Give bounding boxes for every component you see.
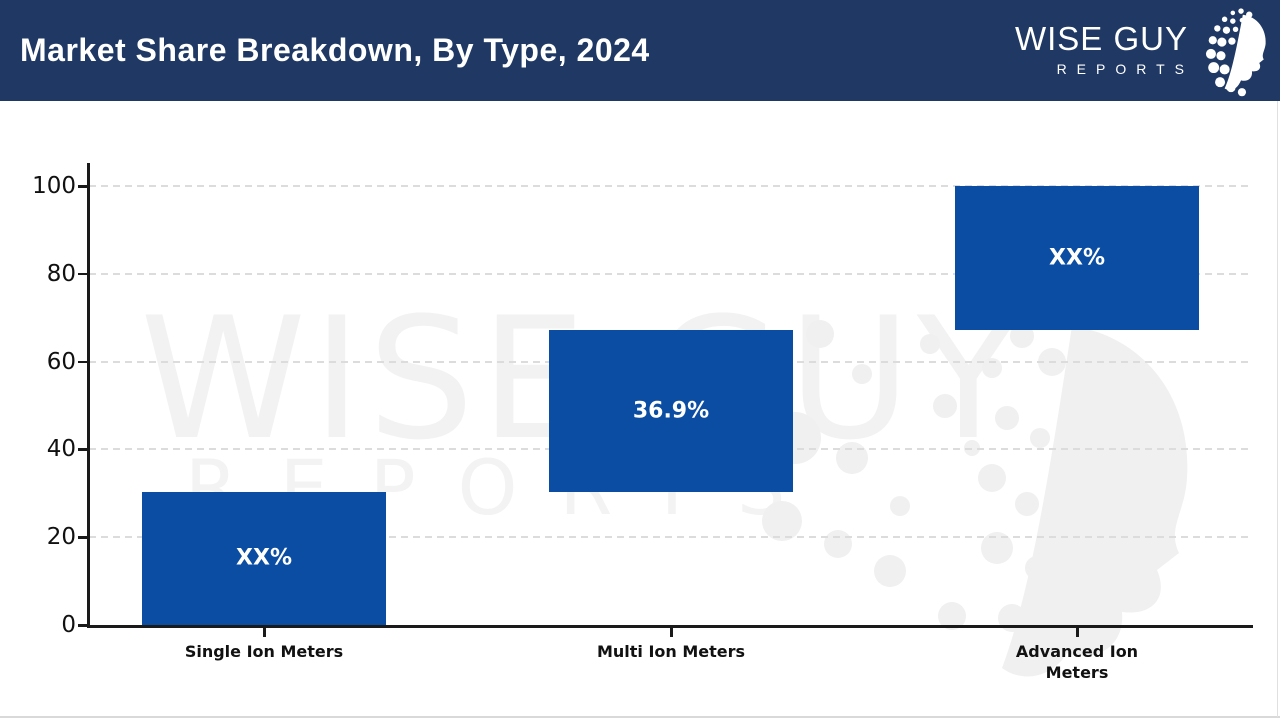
x-tick-2: [670, 628, 673, 637]
bar-1: XX%: [142, 491, 386, 625]
watermark-face-dots-icon: [748, 320, 1188, 677]
y-tick-80: [78, 272, 87, 276]
x-category-label-1: Single Ion Meters: [104, 641, 424, 662]
logo-face-dots-icon: [1205, 8, 1266, 97]
bar-2: 36.9%: [549, 329, 793, 492]
x-category-label-line: Meters: [1045, 663, 1109, 683]
x-category-label-line: Multi Ion Meters: [596, 642, 746, 661]
x-category-label-line: Single Ion Meters: [184, 642, 344, 661]
header-bar: Market Share Breakdown, By Type, 2024 WI…: [0, 0, 1280, 101]
x-category-label-3: Advanced Ion Meters: [917, 641, 1237, 683]
gridline-80: [89, 272, 1253, 275]
bar-3: XX%: [955, 186, 1199, 330]
y-tick-60: [78, 360, 87, 364]
y-tick-label-60: 60: [46, 348, 76, 375]
y-tick-100: [78, 185, 87, 188]
bar-value-label-3: XX%: [1049, 245, 1105, 271]
logo-text: WISE GUY REPORTS: [1014, 20, 1188, 76]
x-tick-1: [263, 628, 266, 637]
x-axis-line: [87, 625, 1253, 628]
y-tick-label-0: 0: [61, 612, 76, 638]
x-tick-3: [1076, 628, 1079, 637]
right-border-line: [1277, 101, 1278, 717]
bar-value-label-1: XX%: [236, 545, 292, 571]
wise-guy-reports-logo: WISE GUY REPORTS: [1004, 4, 1274, 98]
page-title: Market Share Breakdown, By Type, 2024: [20, 32, 650, 68]
logo-wordmark: WISE GUY: [1014, 20, 1188, 57]
y-tick-label-100: 100: [32, 173, 76, 199]
logo-subtitle: REPORTS: [1056, 60, 1194, 77]
y-axis-line: [87, 163, 90, 628]
gridline-100: [89, 185, 1253, 187]
y-tick-20: [78, 536, 87, 539]
y-tick-40: [78, 448, 87, 451]
y-tick-label-80: 80: [46, 260, 76, 287]
y-tick-label-40: 40: [46, 436, 76, 463]
bar-value-label-2: 36.9%: [632, 398, 710, 424]
x-category-label-line: Advanced Ion: [1015, 642, 1139, 661]
y-tick-label-20: 20: [46, 524, 76, 551]
x-category-label-2: Multi Ion Meters: [511, 641, 831, 662]
gridline-20: [89, 536, 1253, 539]
bottom-border-line: [0, 716, 1280, 718]
y-tick-0: [78, 624, 87, 627]
